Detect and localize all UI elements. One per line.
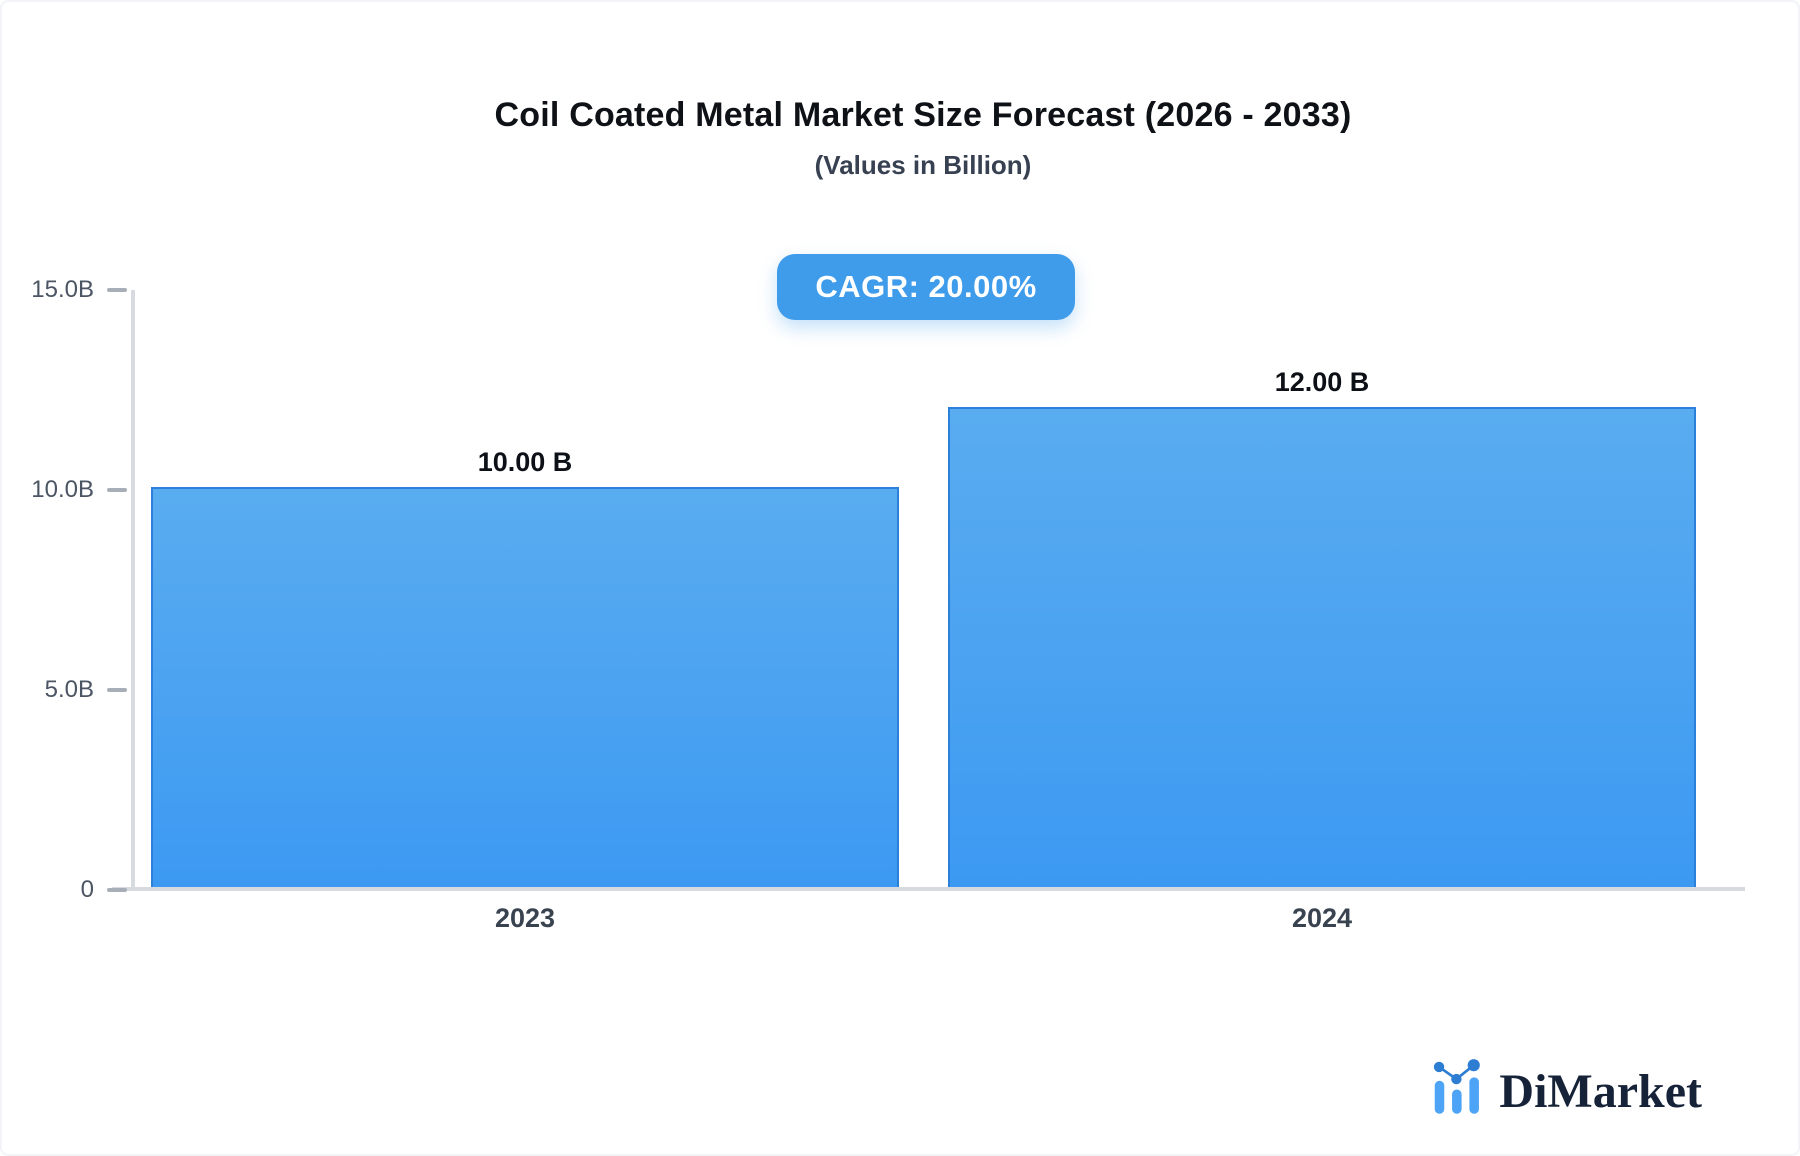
y-tick-label: 10.0B	[31, 476, 94, 503]
y-tick-mark	[107, 688, 127, 692]
bar-2023[interactable]	[151, 487, 899, 887]
cagr-badge-label: CAGR: 20.00%	[815, 269, 1037, 304]
dimarket-logo: DiMarket	[1433, 1058, 1702, 1118]
logo-text: DiMarket	[1499, 1065, 1702, 1118]
chart-subtitle: (Values in Billion)	[814, 150, 1032, 180]
bar-2024[interactable]	[948, 407, 1696, 887]
y-tick-label: 5.0B	[44, 676, 94, 703]
bar-chart-logo-icon	[1434, 1059, 1481, 1114]
x-axis-line	[112, 887, 1745, 891]
bar-group-2024: 12.00 B	[948, 367, 1696, 887]
y-tick-mark	[107, 888, 127, 892]
y-tick-label: 0	[80, 876, 94, 903]
chart-title: Coil Coated Metal Market Size Forecast (…	[494, 96, 1352, 134]
cagr-badge: CAGR: 20.00%	[777, 254, 1075, 320]
bar-value-label: 12.00 B	[1274, 367, 1370, 397]
y-tick-label: 15.0B	[31, 276, 94, 303]
bar-group-2023: 10.00 B	[151, 447, 899, 887]
bar-value-label: 10.00 B	[477, 447, 573, 477]
x-tick-label-2024: 2024	[1291, 903, 1353, 933]
x-tick-label-2023: 2023	[494, 903, 556, 933]
y-axis-line	[131, 290, 135, 890]
y-tick-mark	[107, 288, 127, 292]
y-tick-mark	[107, 488, 127, 492]
